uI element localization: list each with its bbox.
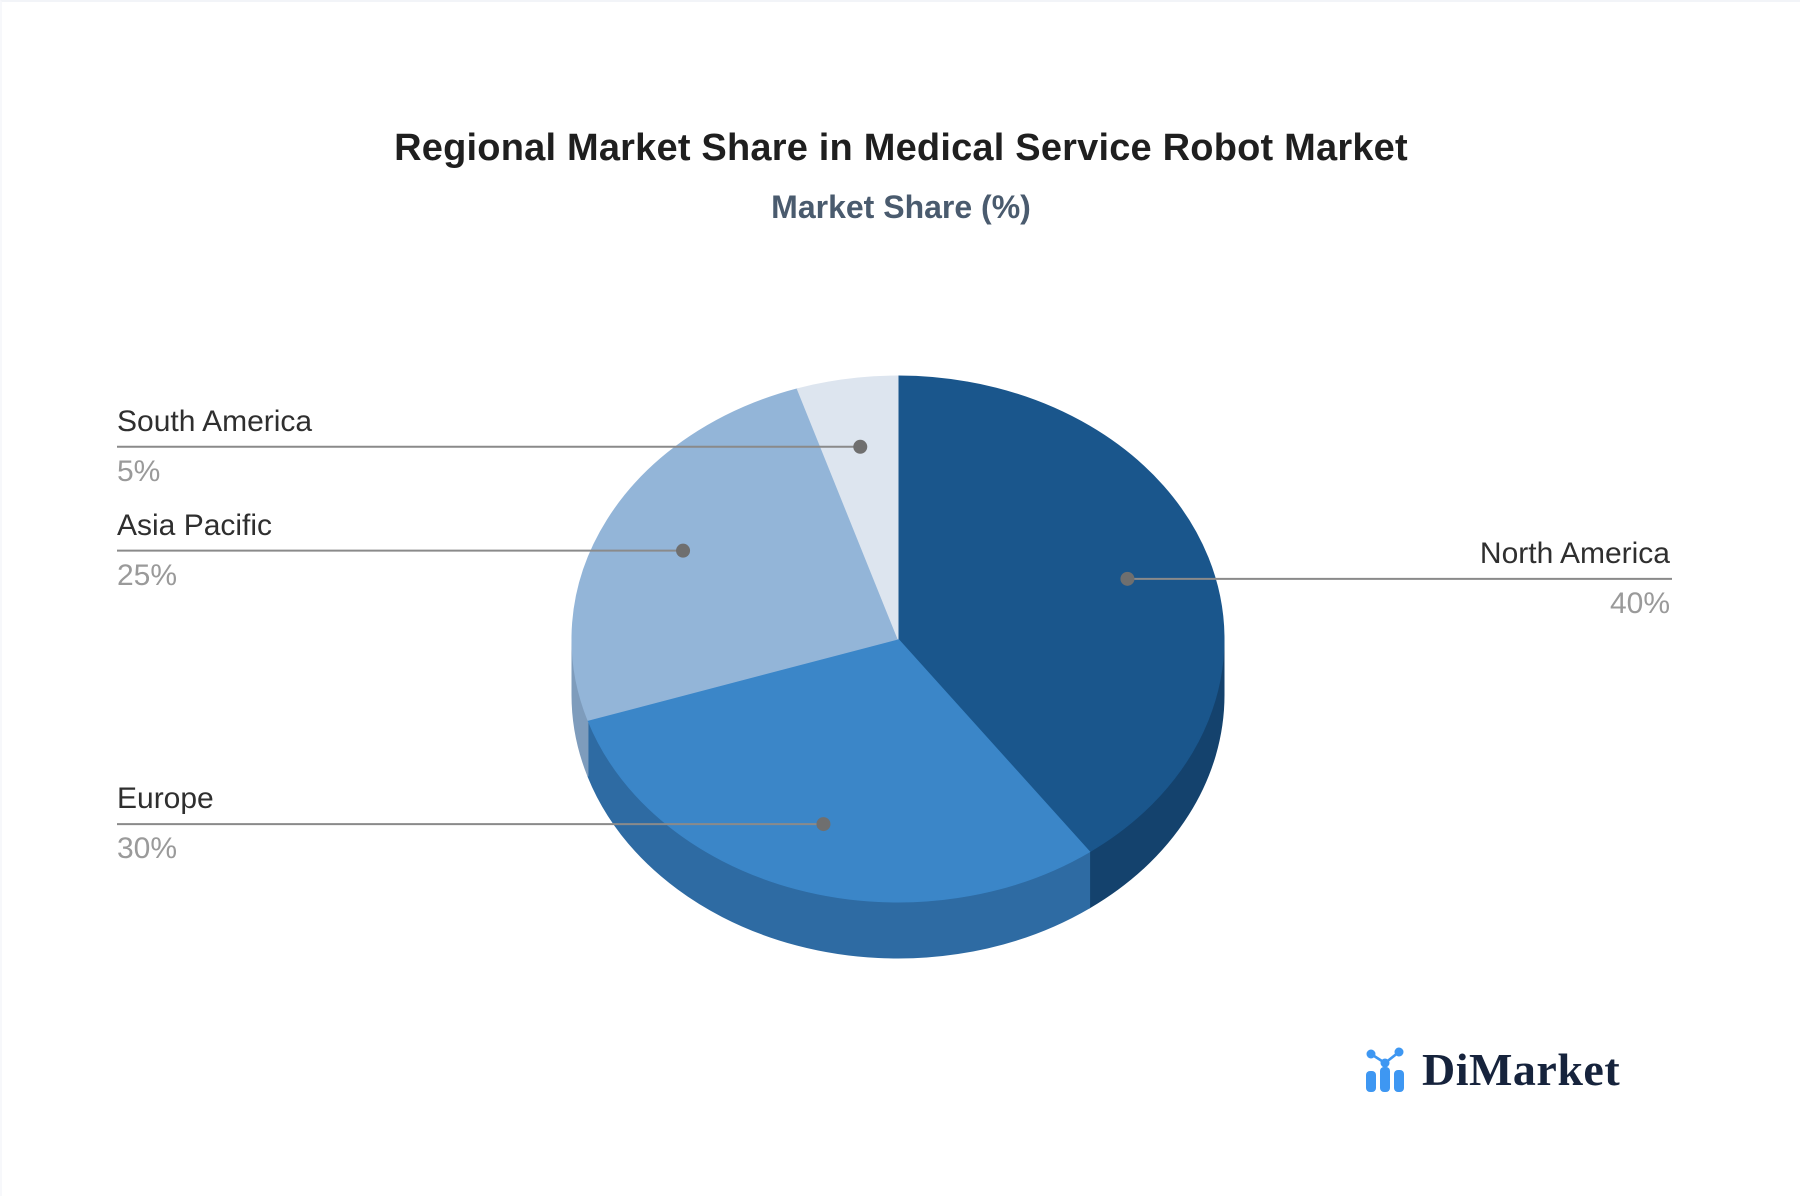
pie-slice-asia-pacific[interactable] [571, 388, 899, 721]
leader-dot-south-america [853, 439, 868, 454]
chart-subtitle: Market Share (%) [771, 189, 1031, 225]
label-asia-pacific: Asia Pacific 25% [117, 509, 272, 593]
leader-dot-europe [816, 817, 831, 832]
logo-text: DiMarket [1422, 1044, 1621, 1095]
label-south-america-value: 5% [117, 454, 161, 488]
leader-dot-asia-pacific [676, 543, 691, 558]
pie-slice-south-america[interactable] [796, 375, 899, 640]
label-europe-name: Europe [117, 782, 214, 816]
bar-line-chart-icon [1366, 1047, 1404, 1092]
dimarket-logo: DiMarket [1364, 1044, 1620, 1094]
label-north-america: North America 40% [1480, 537, 1670, 621]
label-asia-pacific-name: Asia Pacific [117, 508, 273, 542]
label-asia-pacific-value: 25% [117, 558, 178, 592]
pie-slice-europe[interactable] [587, 638, 1091, 903]
label-north-america-name: North America [1479, 536, 1670, 570]
label-europe: Europe 30% [117, 782, 214, 866]
chart-title: Regional Market Share in Medical Service… [394, 127, 1408, 169]
leader-dot-north-america [1120, 571, 1135, 586]
label-europe-value: 30% [117, 832, 178, 866]
label-south-america: South America 5% [117, 405, 312, 489]
label-north-america-value: 40% [1609, 586, 1670, 620]
label-south-america-name: South America [117, 404, 313, 438]
pie-slice-north-america[interactable] [897, 375, 1225, 853]
